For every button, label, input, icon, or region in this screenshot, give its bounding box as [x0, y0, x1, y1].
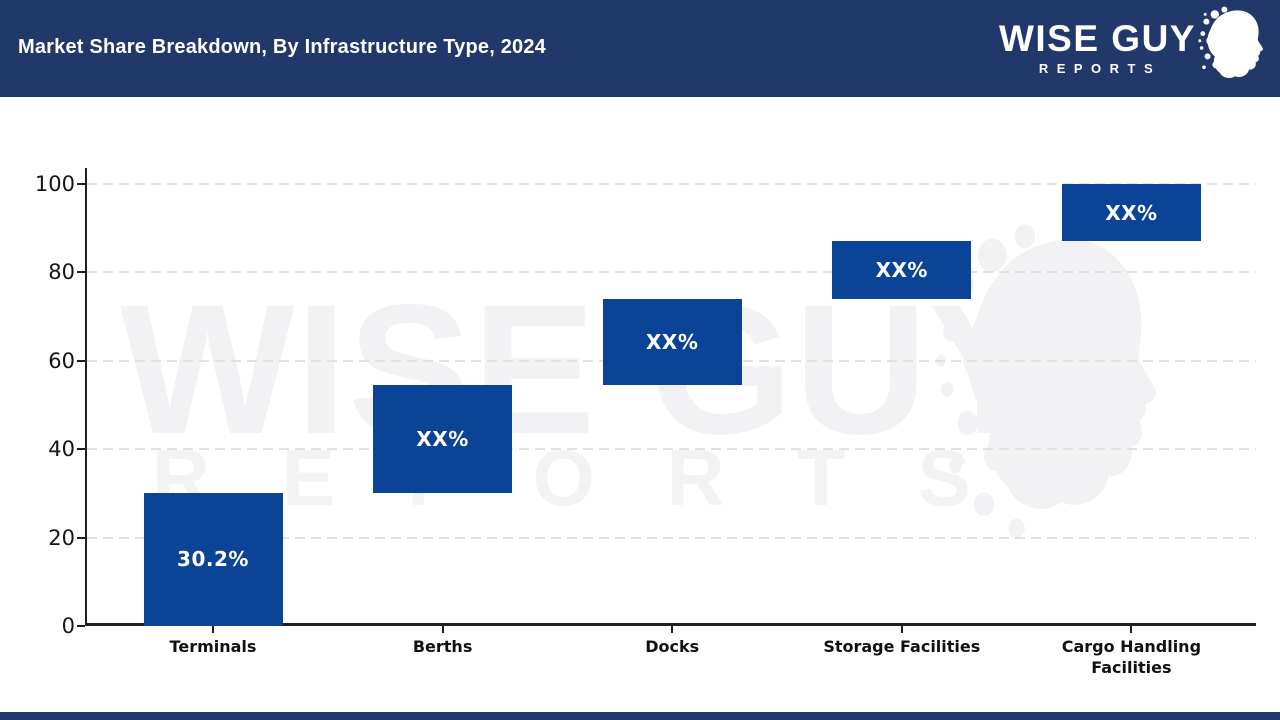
x-axis-label: Terminals [169, 637, 257, 656]
x-tick-mark [441, 626, 444, 633]
bar-docks: XX% [602, 298, 742, 386]
x-tick-mark [212, 626, 214, 633]
y-tick-label: 100 [34, 172, 75, 196]
y-tick-label: 60 [48, 348, 75, 373]
footer-bar [0, 712, 1280, 720]
x-axis-label: Cargo Handling Facilities [1061, 637, 1202, 677]
bar-terminals: 30.2% [143, 492, 283, 626]
y-tick-mark [77, 359, 85, 362]
y-tick-label: 0 [61, 614, 75, 638]
gridline [87, 536, 1256, 539]
logo-line1: WISE GUY [998, 18, 1196, 59]
bar-value-label: 30.2% [177, 547, 249, 572]
page-title: Market Share Breakdown, By Infrastructur… [18, 36, 546, 58]
gridline [87, 271, 1256, 274]
y-tick-mark [77, 183, 85, 185]
head-profile-icon [1198, 6, 1270, 90]
brand-logo: WISE GUY REPORTS [999, 6, 1270, 90]
bar-berths: XX% [373, 385, 513, 493]
y-tick-mark [77, 625, 85, 627]
bar-storage-facilities: XX% [832, 241, 972, 299]
plot-area: 0 20 40 60 80 100 30.2% Terminals XX% Berths XX% Do… [35, 168, 1256, 677]
logo-line2: REPORTS [1038, 61, 1162, 76]
bar-cargo-handling-facilities: XX% [1061, 184, 1201, 242]
header-bar: Market Share Breakdown, By Infrastructur… [0, 0, 1280, 97]
bar-value-label: XX% [416, 426, 469, 451]
x-axis-label: Docks [645, 637, 700, 656]
y-tick-label: 20 [48, 525, 75, 550]
y-tick-label: 40 [48, 437, 75, 462]
y-tick-mark [77, 536, 85, 539]
x-tick-mark [671, 626, 674, 633]
gridline [87, 183, 1256, 185]
x-axis-label: Berths [412, 637, 473, 656]
bar-value-label: XX% [1105, 200, 1158, 225]
y-tick-mark [77, 271, 85, 274]
x-tick-mark [900, 626, 903, 633]
x-axis-label: Storage Facilities [823, 637, 981, 656]
bar-value-label: XX% [875, 258, 928, 283]
y-tick-label: 80 [48, 260, 75, 285]
gridline [87, 448, 1256, 451]
bar-value-label: XX% [645, 330, 699, 354]
y-tick-mark [77, 448, 85, 451]
logo-wordmark: WISE GUY REPORTS [999, 20, 1196, 76]
x-tick-mark [1130, 626, 1133, 633]
